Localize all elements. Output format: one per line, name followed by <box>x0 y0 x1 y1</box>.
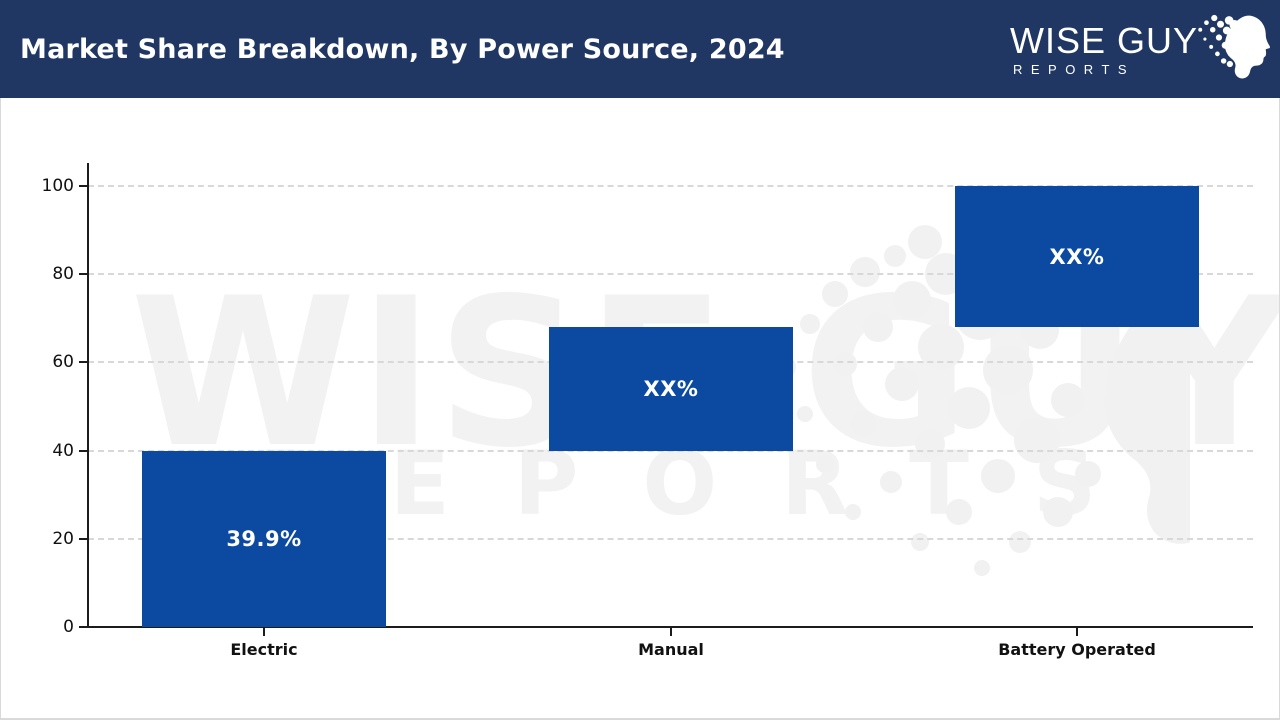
logo-text-block: WISE GUY REPORTS <box>1009 20 1198 78</box>
x-axis-tick <box>263 628 265 636</box>
bar-electric: 39.9% <box>142 451 386 627</box>
category-label: Manual <box>638 640 704 659</box>
x-axis-line <box>87 626 1253 628</box>
gridline-y20 <box>88 537 1253 540</box>
gridline-y80 <box>88 273 1253 276</box>
x-axis-tick <box>670 628 672 636</box>
y-axis-tick-label: 60 <box>52 352 74 373</box>
y-axis-tick <box>79 185 88 187</box>
chart-title: Market Share Breakdown, By Power Source,… <box>20 34 785 65</box>
y-axis-tick-label: 80 <box>52 264 74 285</box>
bar-value-label: 39.9% <box>226 527 302 551</box>
logo-sub-text: REPORTS <box>1012 62 1136 77</box>
y-axis-line <box>87 163 89 628</box>
wiseguy-head-icon <box>1198 14 1270 79</box>
y-axis-tick <box>79 537 88 540</box>
wiseguy-reports-logo: WISE GUY REPORTS <box>1010 8 1272 92</box>
y-axis-tick <box>79 449 88 452</box>
y-axis-tick-label: 0 <box>63 617 74 637</box>
bar-manual: XX% <box>549 327 793 452</box>
logo-brand-text: WISE GUY <box>1009 20 1198 61</box>
category-label: Electric <box>230 640 298 659</box>
bar-value-label: XX% <box>643 377 699 402</box>
y-axis-tick <box>79 273 88 276</box>
bar-value-label: XX% <box>1049 244 1105 269</box>
y-axis-tick-label: 100 <box>41 176 74 196</box>
header-bar: Market Share Breakdown, By Power Source,… <box>0 0 1280 98</box>
y-axis-tick-label: 40 <box>52 440 74 461</box>
y-axis-tick <box>79 361 88 364</box>
gridline-y100 <box>88 185 1253 187</box>
category-label: Battery Operated <box>998 640 1156 659</box>
y-axis-tick-label: 20 <box>52 528 74 549</box>
bar-battery-operated: XX% <box>955 186 1199 328</box>
x-axis-tick <box>1076 628 1078 636</box>
y-axis-tick <box>79 626 88 628</box>
